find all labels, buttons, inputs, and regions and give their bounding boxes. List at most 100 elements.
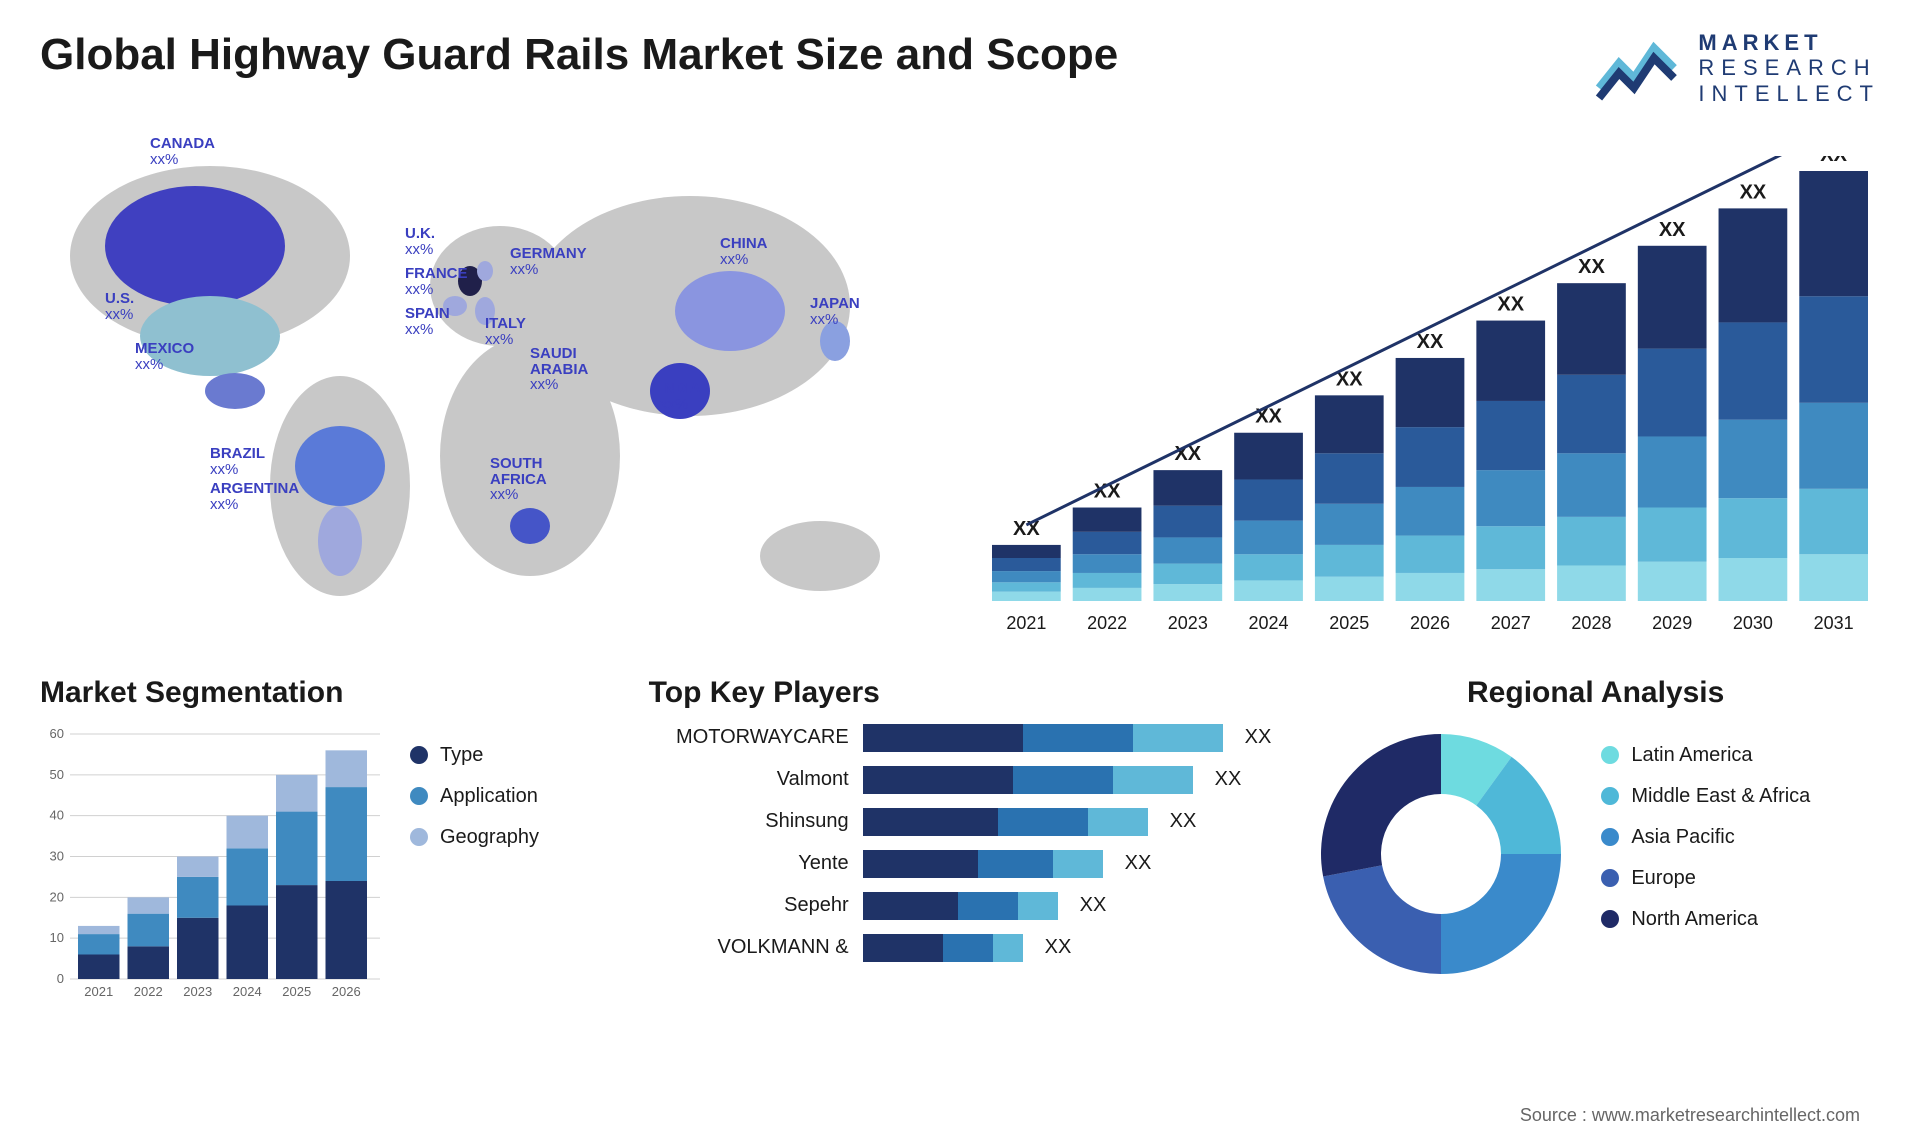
world-map: CANADAxx% U.S.xx%MEXICOxx% BRAZILxx%ARGENT… [40, 126, 940, 646]
svg-text:30: 30 [50, 848, 64, 863]
map-svg [40, 126, 940, 646]
regional-legend: Latin America Middle East & Africa Asia Pa… [1601, 744, 1810, 984]
svg-text:2023: 2023 [1168, 613, 1208, 633]
player-name: Valmont [649, 768, 849, 791]
player-value: XX [1080, 894, 1107, 917]
players-chart: MOTORWAYCARE XX Valmont XX Shinsung XX Yente XX… [649, 724, 1272, 962]
logo: MARKET RESEARCH INTELLECT [1594, 30, 1880, 106]
svg-text:2024: 2024 [233, 984, 262, 999]
map-label: JAPANxx% [810, 296, 860, 328]
legend-item: Middle East & Africa [1601, 785, 1810, 808]
segmentation-chart: 0 10 20 30 40 50 60 2021 2022 2023 2024 2025 2026 [40, 724, 380, 1004]
player-value: XX [1215, 768, 1242, 791]
player-row: MOTORWAYCARE XX [649, 724, 1272, 752]
svg-text:0: 0 [57, 971, 64, 986]
growth-chart: XX2021XX2022XX2023XX2024XX2025XX2026XX20… [980, 126, 1880, 646]
svg-text:2024: 2024 [1249, 613, 1289, 633]
svg-text:XX: XX [1417, 331, 1444, 353]
player-row: Shinsung XX [649, 808, 1272, 836]
player-bar [863, 766, 1193, 794]
page-title: Global Highway Guard Rails Market Size a… [40, 30, 1118, 80]
player-value: XX [1125, 852, 1152, 875]
segmentation-panel: Market Segmentation 01020304050602021202… [40, 676, 609, 1004]
svg-text:2023: 2023 [183, 984, 212, 999]
row-top: CANADAxx% U.S.xx%MEXICOxx% BRAZILxx%ARGENT… [40, 126, 1880, 646]
legend-item: Geography [410, 826, 539, 849]
map-label: SAUDIARABIAxx% [530, 346, 588, 393]
svg-text:2021: 2021 [1006, 613, 1046, 633]
svg-text:2025: 2025 [282, 984, 311, 999]
player-name: Yente [649, 852, 849, 875]
player-row: Yente XX [649, 850, 1272, 878]
svg-text:2031: 2031 [1814, 613, 1854, 633]
player-value: XX [1045, 936, 1072, 959]
player-name: VOLKMANN & [649, 936, 849, 959]
svg-text:2028: 2028 [1571, 613, 1611, 633]
player-row: Valmont XX [649, 766, 1272, 794]
player-name: MOTORWAYCARE [649, 726, 849, 749]
svg-text:XX: XX [1578, 256, 1605, 278]
player-value: XX [1245, 726, 1272, 749]
player-bar [863, 892, 1058, 920]
map-label: U.S.xx% [105, 291, 134, 323]
logo-line1: MARKET [1698, 30, 1880, 55]
logo-line3: INTELLECT [1698, 81, 1880, 106]
map-label: CHINAxx% [720, 236, 768, 268]
svg-text:2026: 2026 [1410, 613, 1450, 633]
map-label: U.K.xx% [405, 226, 435, 258]
legend-item: Latin America [1601, 744, 1810, 767]
logo-line2: RESEARCH [1698, 55, 1880, 80]
regional-panel: Regional Analysis Latin America Middle Ea… [1311, 676, 1880, 1004]
svg-text:2021: 2021 [84, 984, 113, 999]
svg-text:XX: XX [1497, 293, 1524, 315]
players-title: Top Key Players [649, 676, 1272, 710]
svg-text:20: 20 [50, 889, 64, 904]
growth-chart-svg: XX2021XX2022XX2023XX2024XX2025XX2026XX20… [980, 156, 1880, 646]
player-bar [863, 808, 1148, 836]
regional-title: Regional Analysis [1311, 676, 1880, 710]
svg-text:2029: 2029 [1652, 613, 1692, 633]
map-label: INDIAxx% [660, 381, 701, 413]
player-bar [863, 724, 1223, 752]
map-label: ITALYxx% [485, 316, 526, 348]
row-bottom: Market Segmentation 01020304050602021202… [40, 676, 1880, 1004]
player-bar [863, 934, 1023, 962]
map-label: SPAINxx% [405, 306, 450, 338]
svg-text:2026: 2026 [332, 984, 361, 999]
map-label: ARGENTINAxx% [210, 481, 299, 513]
player-row: Sepehr XX [649, 892, 1272, 920]
svg-text:XX: XX [1659, 219, 1686, 241]
svg-text:40: 40 [50, 808, 64, 823]
svg-text:50: 50 [50, 767, 64, 782]
svg-text:10: 10 [50, 930, 64, 945]
map-label: CANADAxx% [150, 136, 215, 168]
legend-item: Europe [1601, 867, 1810, 890]
map-label: SOUTHAFRICAxx% [490, 456, 547, 503]
map-label: MEXICOxx% [135, 341, 194, 373]
legend-item: Application [410, 785, 539, 808]
player-name: Shinsung [649, 810, 849, 833]
svg-text:2025: 2025 [1329, 613, 1369, 633]
svg-text:2030: 2030 [1733, 613, 1773, 633]
svg-text:XX: XX [1820, 156, 1847, 166]
svg-text:2022: 2022 [134, 984, 163, 999]
map-label: BRAZILxx% [210, 446, 265, 478]
footer-source: Source : www.marketresearchintellect.com [1520, 1105, 1860, 1126]
svg-text:2027: 2027 [1491, 613, 1531, 633]
map-label: GERMANYxx% [510, 246, 587, 278]
svg-text:2022: 2022 [1087, 613, 1127, 633]
player-name: Sepehr [649, 894, 849, 917]
player-value: XX [1170, 810, 1197, 833]
player-row: VOLKMANN & XX [649, 934, 1272, 962]
svg-text:XX: XX [1740, 181, 1767, 203]
segmentation-legend: Type Application Geography [410, 744, 539, 1004]
header: Global Highway Guard Rails Market Size a… [40, 30, 1880, 106]
legend-item: North America [1601, 908, 1810, 931]
player-bar [863, 850, 1103, 878]
legend-item: Type [410, 744, 539, 767]
regional-donut [1311, 724, 1571, 984]
svg-text:60: 60 [50, 726, 64, 741]
legend-item: Asia Pacific [1601, 826, 1810, 849]
logo-icon [1594, 33, 1684, 103]
map-label: FRANCExx% [405, 266, 468, 298]
